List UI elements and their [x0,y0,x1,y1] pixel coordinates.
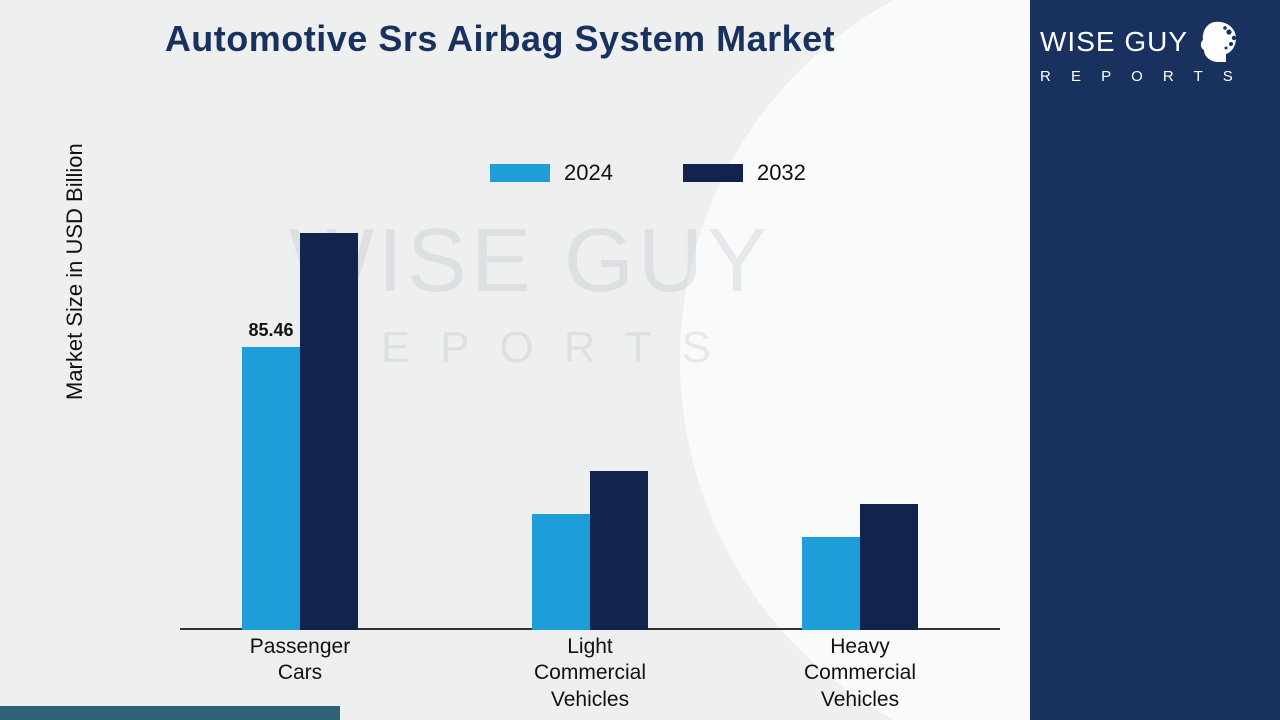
chart-title: Automotive Srs Airbag System Market [120,18,880,60]
legend-label: 2032 [757,160,806,186]
legend-item: 2032 [683,160,806,186]
brand-logo: WISE GUY R E P O R T S [1040,18,1250,85]
bar-group: HeavyCommercialVehicles [760,200,960,630]
chart-page: WISE GUY REPORTS Automotive Srs Airbag S… [0,0,1280,720]
category-label: PassengerCars [200,634,400,687]
plot-area: 85.46PassengerCars LightCommercialVehicle… [120,200,1000,630]
bar [300,233,358,630]
bars-wrap [760,200,960,630]
right-brand-panel [1030,0,1280,720]
bars-wrap [490,200,690,630]
bar [242,347,300,630]
bar-value-label: 85.46 [248,320,293,341]
bar [860,504,918,630]
logo-text-line1: WISE GUY [1040,26,1188,58]
accent-bar [0,706,340,720]
bar-group: LightCommercialVehicles [490,200,690,630]
bar-group: 85.46PassengerCars [200,200,400,630]
legend-swatch [683,164,743,182]
legend-item: 2024 [490,160,613,186]
category-label: HeavyCommercialVehicles [760,634,960,713]
bar [590,471,648,630]
category-label: LightCommercialVehicles [490,634,690,713]
legend-swatch [490,164,550,182]
bars-wrap: 85.46 [200,200,400,630]
y-axis-label: Market Size in USD Billion [62,143,88,400]
logo-text-line2: R E P O R T S [1040,68,1250,85]
ai-head-icon [1196,18,1244,66]
bar [802,537,860,630]
bar [532,514,590,630]
legend-label: 2024 [564,160,613,186]
legend: 2024 2032 [490,160,806,186]
